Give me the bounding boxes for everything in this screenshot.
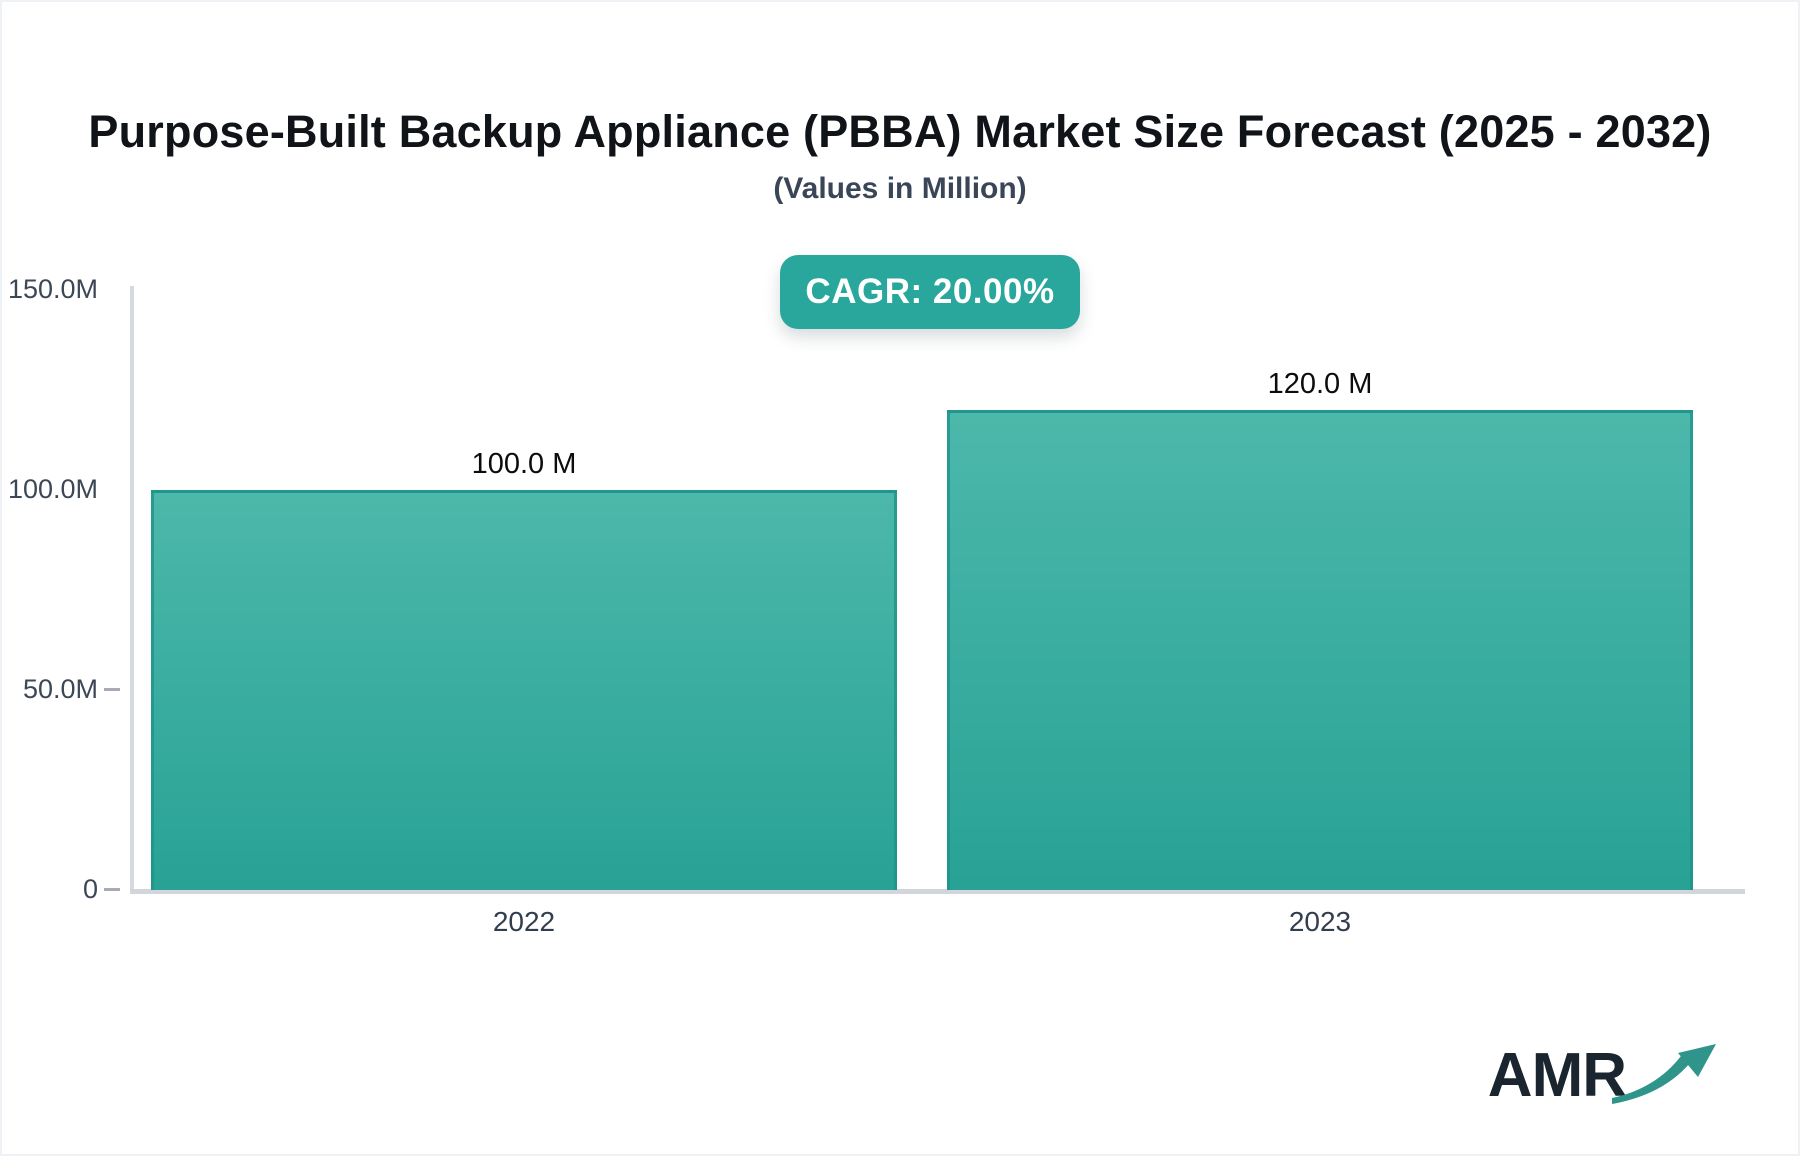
y-tick-mark	[104, 688, 120, 691]
x-axis-line	[130, 889, 1745, 894]
cagr-badge: CAGR: 20.00%	[780, 255, 1080, 329]
y-tick-label: 100.0M	[7, 474, 98, 504]
amr-logo-text: AMR	[1487, 1041, 1627, 1110]
chart-title: Purpose-Built Backup Appliance (PBBA) Ma…	[88, 106, 1712, 157]
y-tick-label: 150.0M	[7, 274, 98, 304]
amr-logo-arrow-icon	[1612, 1044, 1716, 1104]
cagr-badge-label: CAGR: 20.00%	[805, 272, 1055, 311]
bar-value-label: 100.0 M	[471, 448, 577, 480]
x-tick-label-2022: 2022	[492, 906, 556, 937]
y-axis-line	[130, 286, 134, 894]
bar-2023[interactable]	[947, 410, 1693, 890]
y-tick-label: 50.0M	[22, 674, 98, 704]
y-tick-label: 0	[82, 874, 98, 904]
bar-2022[interactable]	[151, 490, 897, 890]
y-tick-mark	[104, 888, 120, 891]
bar-value-label: 120.0 M	[1267, 368, 1373, 400]
chart-subtitle: (Values in Million)	[773, 172, 1027, 205]
amr-logo: AMR	[1487, 1041, 1720, 1110]
x-tick-label-2023: 2023	[1288, 906, 1352, 937]
